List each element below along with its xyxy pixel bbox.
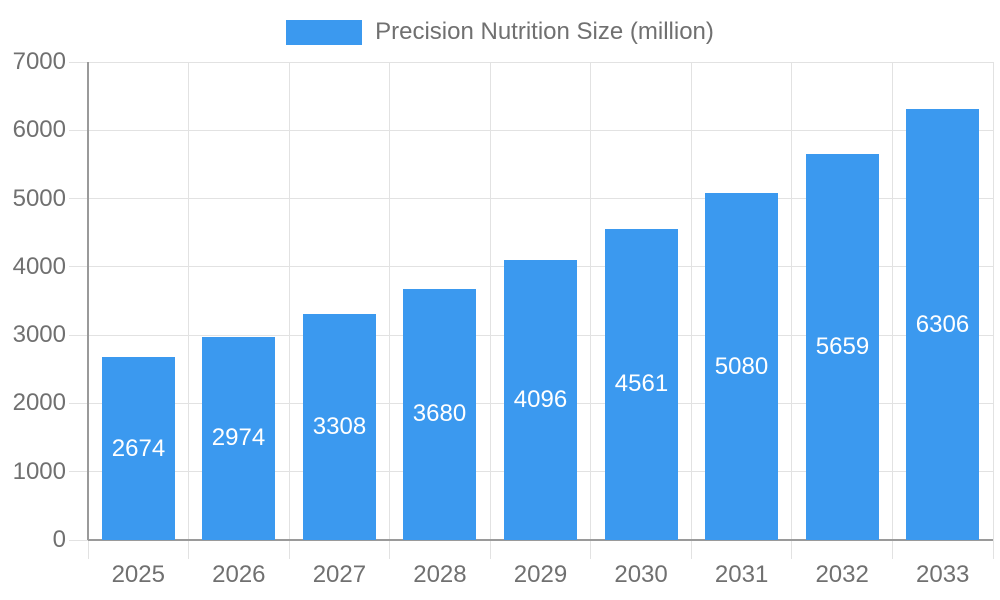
bar-2026[interactable]: 2974 (202, 336, 275, 540)
y-axis-tick (69, 129, 88, 131)
bar-value-label: 6306 (915, 310, 970, 338)
x-axis-tick (288, 540, 290, 559)
y-axis-tick-label: 2000 (12, 389, 66, 417)
x-axis-tick-label: 2032 (815, 561, 869, 588)
y-axis-tick-label: 0 (52, 526, 66, 553)
bar-value-label: 3308 (312, 413, 367, 441)
x-axis-tick-label: 2029 (513, 561, 568, 588)
x-axis-tick-label: 2030 (614, 561, 668, 588)
y-axis-line (87, 62, 89, 540)
bar-2027[interactable]: 3308 (303, 314, 376, 540)
y-axis-tick (69, 266, 88, 268)
bar-2032[interactable]: 5659 (806, 153, 879, 540)
bar-2029[interactable]: 4096 (504, 260, 577, 540)
x-axis-tick (188, 540, 190, 559)
gridline-vertical (891, 62, 893, 540)
y-axis-tick (69, 334, 88, 336)
x-axis-tick (590, 540, 592, 559)
y-axis-tick-label: 7000 (12, 48, 66, 75)
gridline-vertical (288, 62, 290, 540)
x-axis-tick (791, 540, 793, 559)
x-axis-tick (891, 540, 893, 559)
bar-value-label: 4096 (513, 386, 568, 414)
bar-2028[interactable]: 3680 (403, 288, 476, 540)
bar-value-label: 2974 (211, 424, 266, 452)
x-axis-tick (87, 540, 89, 559)
gridline-vertical (389, 62, 391, 540)
x-axis-tick (489, 540, 491, 559)
bar-2031[interactable]: 5080 (705, 193, 778, 540)
x-axis-line (88, 539, 993, 541)
bar-value-label: 4561 (614, 370, 669, 398)
bar-2033[interactable]: 6306 (906, 109, 979, 540)
y-axis-tick-label: 1000 (12, 457, 66, 485)
y-axis-tick-label: 4000 (12, 252, 66, 280)
x-axis-tick-label: 2027 (312, 561, 367, 588)
gridline-vertical (489, 62, 491, 540)
x-axis-tick-label: 2033 (916, 561, 970, 588)
bar-2025[interactable]: 2674 (102, 357, 175, 540)
y-axis-tick (69, 198, 88, 200)
y-axis-tick (69, 471, 88, 473)
legend-item[interactable]: Precision Nutrition Size (million) (0, 18, 1000, 46)
bar-value-label: 3680 (412, 400, 467, 428)
y-axis-tick-label: 6000 (12, 116, 66, 144)
x-axis-tick-label: 2031 (714, 561, 769, 588)
bar-value-label: 2674 (111, 434, 166, 462)
x-axis-tick-label: 2026 (212, 561, 266, 588)
y-axis-tick-label: 5000 (12, 184, 66, 212)
x-axis-tick-label: 2025 (111, 561, 165, 588)
x-axis-tick (389, 540, 391, 559)
y-axis-tick-label: 3000 (12, 321, 66, 349)
gridline-vertical (992, 62, 994, 540)
bar-value-label: 5659 (815, 332, 870, 360)
bar-value-label: 5080 (714, 352, 769, 380)
bar-2030[interactable]: 4561 (605, 228, 678, 540)
x-axis-tick (690, 540, 692, 559)
gridline-vertical (791, 62, 793, 540)
gridline-horizontal (88, 129, 993, 131)
x-axis-tick (992, 540, 994, 559)
gridline-horizontal (88, 61, 993, 63)
y-axis-tick (69, 539, 88, 541)
gridline-horizontal (88, 198, 993, 200)
gridline-vertical (590, 62, 592, 540)
gridline-vertical (188, 62, 190, 540)
gridline-vertical (690, 62, 692, 540)
legend-swatch-icon (286, 19, 363, 45)
y-axis-tick (69, 61, 88, 63)
y-axis-tick (69, 402, 88, 404)
x-axis-tick-label: 2028 (413, 561, 467, 588)
legend-label: Precision Nutrition Size (million) (375, 18, 714, 45)
